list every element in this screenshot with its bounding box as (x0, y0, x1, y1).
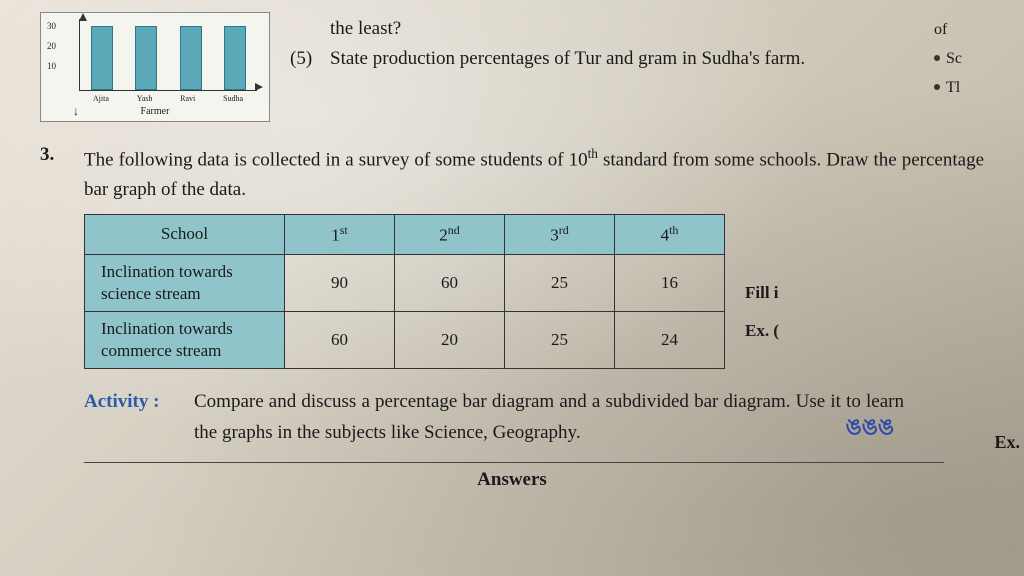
ytick-30: 30 (47, 21, 56, 31)
margin-tl: Tl (946, 74, 960, 103)
q3-text: The following data is collected in a sur… (84, 144, 984, 204)
ytick-20: 20 (47, 41, 56, 51)
th-4th: 4th (615, 215, 725, 255)
r1c2: 60 (395, 254, 505, 311)
row1-label: Inclination towardsscience stream (85, 254, 285, 311)
r2c4: 24 (615, 312, 725, 369)
activity-label: Activity : (84, 387, 184, 448)
bullet-icon (934, 84, 940, 90)
q3-line1-a: The following data is collected in a sur… (84, 149, 588, 170)
bar-sudha (224, 26, 246, 90)
right-side-labels: Fill i Ex. ( (745, 214, 779, 369)
r2c1: 60 (285, 312, 395, 369)
bar-ravi (180, 26, 202, 90)
answers-heading: Answers (40, 469, 984, 491)
ex-label: Ex. ( (745, 312, 779, 349)
right-margin-clip: of Sc Tl (934, 12, 984, 102)
r2c2: 20 (395, 312, 505, 369)
margin-sc: Sc (946, 45, 962, 74)
handwritten-scribble: ঙঙঙ (846, 410, 894, 447)
r1c3: 25 (505, 254, 615, 311)
bar-yash (135, 26, 157, 90)
xlabel-ajita: Ajita (93, 94, 109, 103)
th-2nd: 2nd (395, 215, 505, 255)
farmer-bar-chart: 30 20 10 Ajita Yash Ravi Sudha ↓ Farmer (40, 12, 270, 122)
table-row: Inclination towardscommerce stream 60 20… (85, 312, 725, 369)
x-axis-title: Farmer (47, 106, 263, 117)
ytick-10: 10 (47, 61, 56, 71)
bar-ajita (91, 26, 113, 90)
xlabel-ravi: Ravi (180, 94, 195, 103)
survey-table: School 1st 2nd 3rd 4th Inclination towar… (84, 214, 725, 369)
bars-area (79, 19, 257, 91)
xlabel-sudha: Sudha (223, 94, 243, 103)
margin-of: of (934, 16, 984, 45)
th-school: School (85, 215, 285, 255)
bullet-icon (934, 55, 940, 61)
q5-number: (5) (290, 44, 320, 74)
xlabel-yash: Yash (137, 94, 153, 103)
q3-number: 3. (40, 144, 66, 204)
r2c3: 25 (505, 312, 615, 369)
th-3rd: 3rd (505, 215, 615, 255)
ex-bottom-label: Ex. (994, 432, 1020, 453)
r1c1: 90 (285, 254, 395, 311)
divider (84, 462, 944, 463)
th-1st: 1st (285, 215, 395, 255)
table-row: Inclination towardsscience stream 90 60 … (85, 254, 725, 311)
q3-line1-b: standard (598, 149, 667, 170)
q3-sup: th (588, 146, 598, 161)
q5-text: State production percentages of Tur and … (330, 44, 805, 74)
r1c4: 16 (615, 254, 725, 311)
activity-text: Compare and discuss a percentage bar dia… (194, 387, 904, 448)
x-labels: Ajita Yash Ravi Sudha (79, 94, 257, 103)
fill-in-label: Fill i (745, 274, 779, 311)
row2-label: Inclination towardscommerce stream (85, 312, 285, 369)
q4-tail-text: the least? (330, 14, 401, 44)
